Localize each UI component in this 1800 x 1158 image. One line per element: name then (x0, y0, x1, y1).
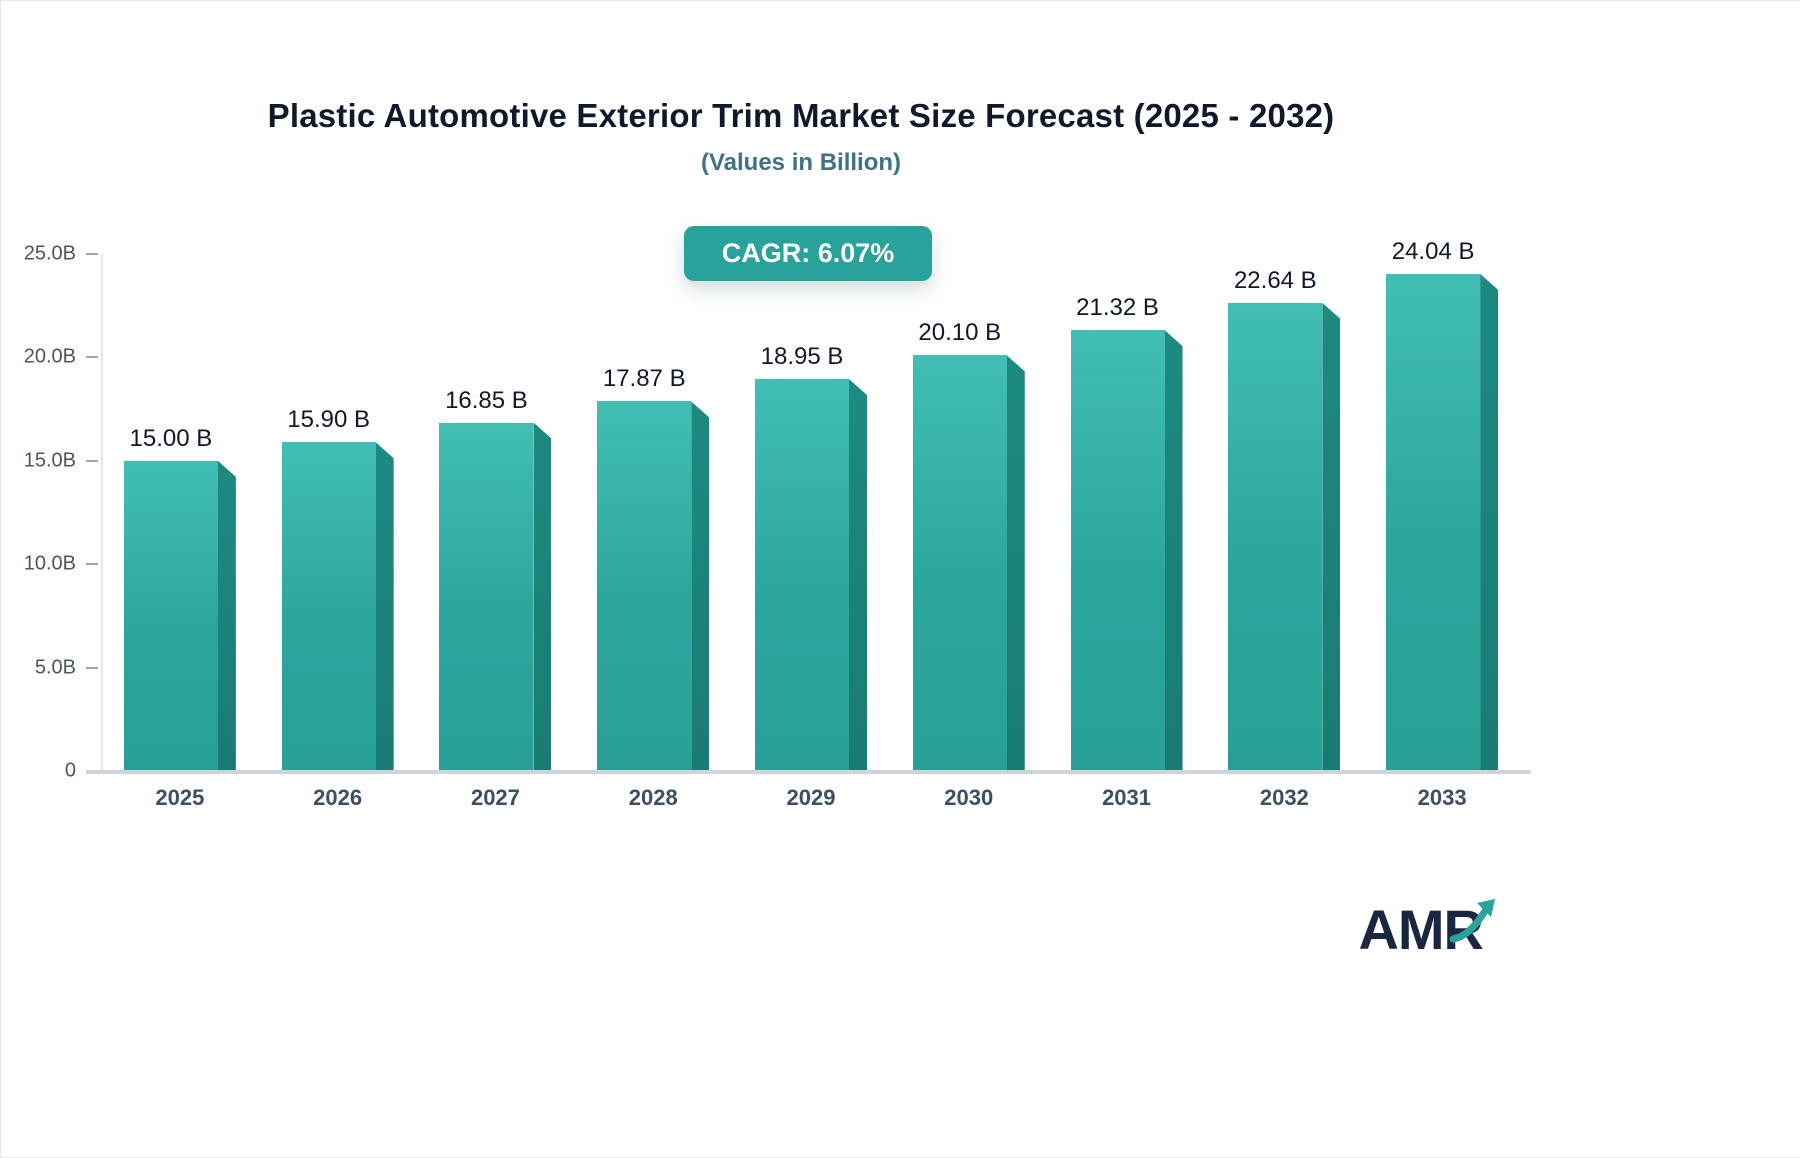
y-tick-mark (86, 666, 98, 669)
amr-logo-text: AMR (1358, 898, 1484, 961)
x-axis-label: 2033 (1417, 785, 1467, 810)
bar-value-label: 15.00 B (129, 424, 213, 452)
x-axis-label: 2031 (1102, 785, 1152, 810)
bar-side-face (849, 379, 867, 771)
growth-arrow-icon (1449, 899, 1495, 943)
bar-side-face (1164, 330, 1183, 771)
bar-value-label: 20.10 B (918, 319, 1002, 347)
bar-front-face (439, 422, 534, 771)
bar-side-face (1006, 355, 1025, 771)
bar (1228, 302, 1341, 771)
x-axis-label: 2032 (1259, 785, 1309, 810)
x-axis-label: 2025 (155, 785, 205, 810)
y-axis-label: 0 (64, 759, 76, 782)
bar-value-label: 15.90 B (287, 406, 371, 434)
bar-value-label: 24.04 B (1391, 237, 1475, 265)
bar-front-face (1070, 330, 1165, 771)
x-axis-label: 2029 (786, 785, 836, 810)
y-axis-label: 10.0B (23, 552, 76, 575)
y-axis-label: 20.0B (23, 345, 76, 368)
x-axis-label: 2027 (470, 785, 520, 810)
x-axis: 2025 2026 2027 2028 2029 2030 2031 2032 2033 (101, 785, 1521, 819)
bar-side-face (691, 401, 710, 771)
bar-value-label: 17.87 B (602, 365, 686, 393)
bar-side-face (533, 422, 552, 771)
x-axis-label: 2030 (944, 785, 994, 810)
bar (1070, 330, 1183, 771)
bar-front-face (123, 460, 218, 771)
bar-value-label: 22.64 B (1233, 266, 1317, 294)
bar-side-face (217, 460, 236, 771)
bar-value-label: 18.95 B (760, 343, 844, 371)
y-axis-label: 5.0B (34, 656, 76, 679)
bar-front-face (1228, 302, 1323, 771)
bar (439, 422, 552, 771)
cagr-badge-label: CAGR: 6.07% (721, 238, 895, 268)
bar (123, 460, 236, 771)
bar-value-label: 16.85 B (445, 386, 528, 414)
y-tick-mark (86, 356, 98, 359)
y-axis-label: 25.0B (23, 242, 76, 265)
bar-value-label: 21.32 B (1076, 294, 1159, 322)
bar-side-face (1322, 302, 1341, 771)
amr-logo: AMR (1358, 897, 1495, 962)
bar-side-face (375, 442, 394, 771)
y-tick-mark (86, 253, 98, 255)
bar (281, 442, 394, 771)
y-tick-mark (86, 459, 98, 462)
bar-front-face (1386, 273, 1481, 771)
y-tick-mark (86, 563, 98, 566)
bar-front-face (912, 355, 1007, 771)
bar (1386, 273, 1499, 771)
chart-title: Plastic Automotive Exterior Trim Market … (267, 97, 1335, 134)
cagr-badge: CAGR: 6.07% (684, 226, 932, 281)
plot-area: 15.00 B 15.90 B 16.85 B 17.87 B 18.95 B 20.10… (101, 238, 1521, 771)
y-axis-line (101, 254, 103, 771)
bar (755, 379, 867, 771)
bar (912, 355, 1025, 771)
y-axis: 25.0B 20.0B 15.0B 10.0B 5.0B 0 (1, 243, 101, 782)
x-axis-label: 2028 (628, 785, 678, 810)
chart-subtitle: (Values in Billion) (700, 149, 902, 176)
bar-front-face (597, 401, 692, 771)
x-axis-baseline (86, 770, 1531, 774)
bar-front-face (755, 379, 849, 771)
bar (597, 401, 710, 771)
bar-side-face (1480, 273, 1499, 771)
x-axis-label: 2026 (313, 785, 363, 810)
bar-front-face (281, 442, 376, 771)
y-axis-label: 15.0B (23, 449, 76, 472)
